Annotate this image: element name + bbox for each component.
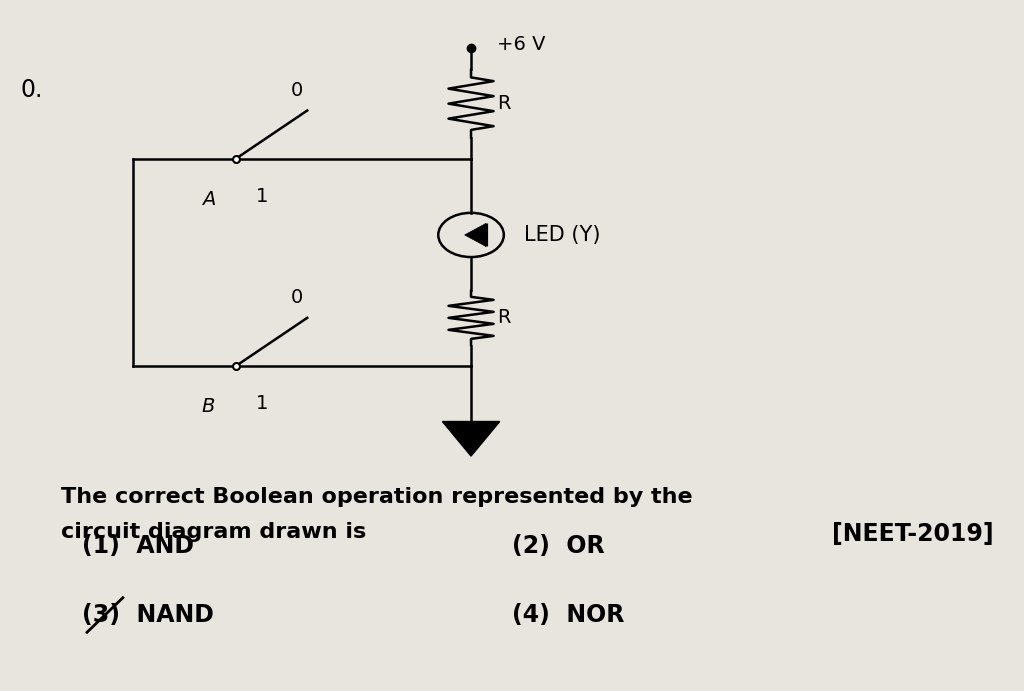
Text: [NEET-2019]: [NEET-2019] — [831, 522, 993, 546]
Polygon shape — [442, 422, 500, 456]
Polygon shape — [465, 223, 486, 247]
Text: (3)  NAND: (3) NAND — [82, 603, 214, 627]
Text: +6 V: +6 V — [497, 35, 545, 55]
Text: R: R — [497, 308, 510, 328]
Text: LED (Y): LED (Y) — [524, 225, 601, 245]
Text: (1)  AND: (1) AND — [82, 534, 194, 558]
Text: B: B — [202, 397, 215, 416]
Text: R: R — [497, 94, 510, 113]
Text: 1: 1 — [256, 187, 268, 205]
Text: 0: 0 — [291, 289, 303, 307]
Text: 0: 0 — [291, 82, 303, 100]
Text: 1: 1 — [256, 394, 268, 413]
Text: The correct Boolean operation represented by the: The correct Boolean operation represente… — [61, 487, 693, 507]
Text: A: A — [202, 190, 215, 209]
Text: (2)  OR: (2) OR — [512, 534, 604, 558]
Text: 0.: 0. — [20, 78, 43, 102]
Text: (4)  NOR: (4) NOR — [512, 603, 625, 627]
Text: circuit diagram drawn is: circuit diagram drawn is — [61, 522, 367, 542]
